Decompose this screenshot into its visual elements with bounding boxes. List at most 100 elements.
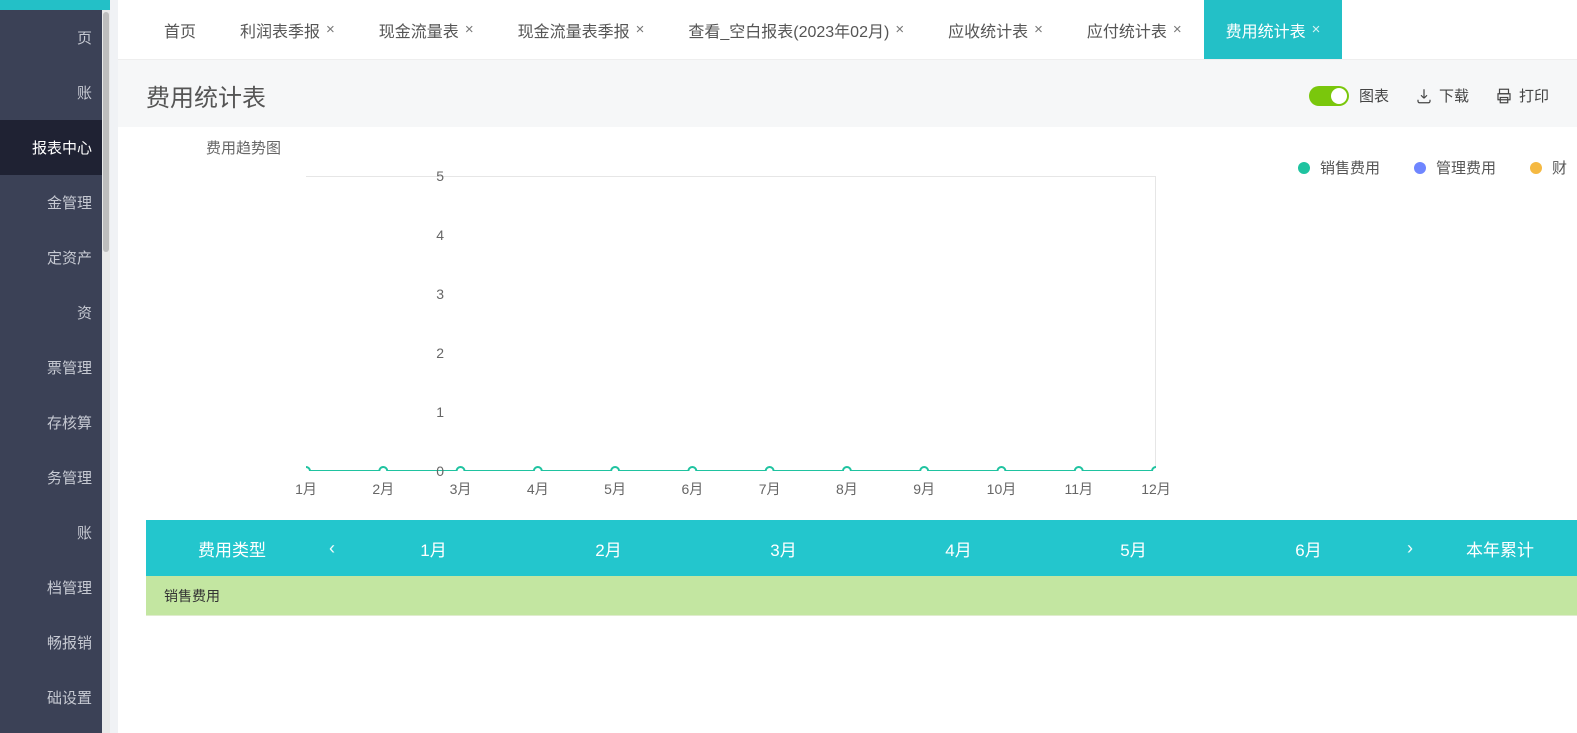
sidebar-item-7[interactable]: 存核算 [0, 395, 110, 450]
x-tick: 9月 [913, 479, 935, 499]
tab-2[interactable]: 现金流量表 × [357, 0, 496, 60]
y-tick: 4 [436, 227, 444, 243]
x-tick: 6月 [681, 479, 703, 499]
y-tick: 5 [436, 168, 444, 184]
sidebar-item-12[interactable]: 础设置 [0, 670, 110, 725]
tab-bar: 首页利润表季报×现金流量表×现金流量表季报×查看_空白报表(2023年02月)×… [118, 0, 1577, 60]
chart-card: 费用趋势图 销售费用管理费用财 0123451月2月3月4月5月6月7月8月9月… [146, 127, 1577, 506]
table-next-button[interactable]: › [1396, 538, 1424, 559]
download-icon [1415, 87, 1433, 105]
sidebar-item-6[interactable]: 票管理 [0, 340, 110, 395]
y-tick: 3 [436, 286, 444, 302]
sidebar-scrollbar-thumb[interactable] [103, 12, 109, 252]
sidebar-item-0[interactable]: 页 [0, 10, 110, 65]
main-area: 首页利润表季报×现金流量表×现金流量表季报×查看_空白报表(2023年02月)×… [118, 0, 1577, 733]
close-icon[interactable]: × [1034, 21, 1043, 38]
series-marker [1152, 467, 1156, 471]
series-marker [920, 467, 928, 471]
th-month-1: 2月 [521, 536, 696, 561]
x-tick: 10月 [987, 479, 1017, 499]
x-tick: 7月 [759, 479, 781, 499]
series-marker [611, 467, 619, 471]
sidebar-item-8[interactable]: 务管理 [0, 450, 110, 505]
sidebar-item-4[interactable]: 定资产 [0, 230, 110, 285]
th-type: 费用类型 [146, 536, 318, 561]
page-title: 费用统计表 [146, 78, 266, 113]
close-icon[interactable]: × [1173, 21, 1182, 38]
series-marker [306, 467, 310, 471]
x-tick: 1月 [295, 479, 317, 499]
legend-label: 管理费用 [1436, 157, 1496, 178]
chart-area: 0123451月2月3月4月5月6月7月8月9月10月11月12月 [296, 166, 1306, 506]
close-icon[interactable]: × [636, 21, 645, 38]
close-icon[interactable]: × [465, 21, 474, 38]
sidebar: 页账报表中心金管理定资产资票管理存核算务管理账档管理畅报销础设置 [0, 10, 110, 733]
y-tick: 0 [436, 463, 444, 479]
series-marker [997, 467, 1005, 471]
tab-label: 费用统计表 [1226, 18, 1306, 42]
close-icon[interactable]: × [326, 21, 335, 38]
chart-toggle[interactable] [1309, 86, 1349, 106]
th-total: 本年累计 [1424, 536, 1576, 561]
page-header: 费用统计表 图表 下载 打印 [118, 60, 1577, 127]
series-marker [766, 467, 774, 471]
sidebar-item-1[interactable]: 账 [0, 65, 110, 120]
cell-type: 销售费用 [146, 586, 318, 606]
x-tick: 3月 [450, 479, 472, 499]
legend-label: 财 [1552, 157, 1567, 178]
tab-5[interactable]: 应收统计表 × [926, 0, 1065, 60]
print-label: 打印 [1519, 85, 1549, 106]
tab-0[interactable]: 首页 [142, 0, 218, 60]
sidebar-item-3[interactable]: 金管理 [0, 175, 110, 230]
print-button[interactable]: 打印 [1495, 85, 1549, 106]
x-tick: 8月 [836, 479, 858, 499]
sidebar-item-2[interactable]: 报表中心 [0, 120, 110, 175]
series-marker [379, 467, 387, 471]
sidebar-item-5[interactable]: 资 [0, 285, 110, 340]
tab-label: 利润表季报 [240, 18, 320, 42]
close-icon[interactable]: × [895, 21, 904, 38]
chart-svg [306, 176, 1156, 471]
legend-dot-icon [1530, 162, 1542, 174]
tab-3[interactable]: 现金流量表季报× [496, 0, 667, 60]
legend-dot-icon [1414, 162, 1426, 174]
tab-6[interactable]: 应付统计表× [1065, 0, 1204, 60]
tab-7[interactable]: 费用统计表 × [1204, 0, 1343, 60]
table-header-row: 费用类型‹1月2月3月4月5月6月›本年累计 [146, 520, 1577, 576]
sidebar-item-10[interactable]: 档管理 [0, 560, 110, 615]
x-tick: 2月 [372, 479, 394, 499]
chart-toggle-label: 图表 [1359, 85, 1389, 106]
close-icon[interactable]: × [1312, 21, 1321, 38]
data-table: 费用类型‹1月2月3月4月5月6月›本年累计 销售费用 [146, 520, 1577, 616]
download-button[interactable]: 下载 [1415, 85, 1469, 106]
sidebar-item-9[interactable]: 账 [0, 505, 110, 560]
series-marker [688, 467, 696, 471]
series-marker [1075, 467, 1083, 471]
sidebar-item-11[interactable]: 畅报销 [0, 615, 110, 670]
th-month-3: 4月 [871, 536, 1046, 561]
tab-4[interactable]: 查看_空白报表(2023年02月) × [666, 0, 926, 60]
tab-label: 查看_空白报表(2023年02月) [688, 18, 889, 42]
tab-label: 应收统计表 [948, 18, 1028, 42]
legend-label: 销售费用 [1320, 157, 1380, 178]
th-month-2: 3月 [696, 536, 871, 561]
series-marker [843, 467, 851, 471]
th-month-0: 1月 [346, 536, 521, 561]
table-prev-button[interactable]: ‹ [318, 538, 346, 559]
y-tick: 1 [436, 404, 444, 420]
chart-legend: 销售费用 管理费用 财 [1298, 157, 1567, 178]
sidebar-scrollbar[interactable] [102, 10, 110, 733]
tab-label: 首页 [164, 18, 196, 42]
y-tick: 2 [436, 345, 444, 361]
legend-item-1[interactable]: 管理费用 [1414, 157, 1496, 178]
x-tick: 11月 [1064, 479, 1093, 499]
x-tick: 12月 [1141, 479, 1171, 499]
tab-label: 现金流量表 [379, 18, 459, 42]
legend-item-0[interactable]: 销售费用 [1298, 157, 1380, 178]
tab-1[interactable]: 利润表季报 × [218, 0, 357, 60]
th-month-5: 6月 [1221, 536, 1396, 561]
th-month-4: 5月 [1046, 536, 1221, 561]
series-marker [457, 467, 465, 471]
table-row[interactable]: 销售费用 [146, 576, 1577, 616]
legend-item-2[interactable]: 财 [1530, 157, 1567, 178]
